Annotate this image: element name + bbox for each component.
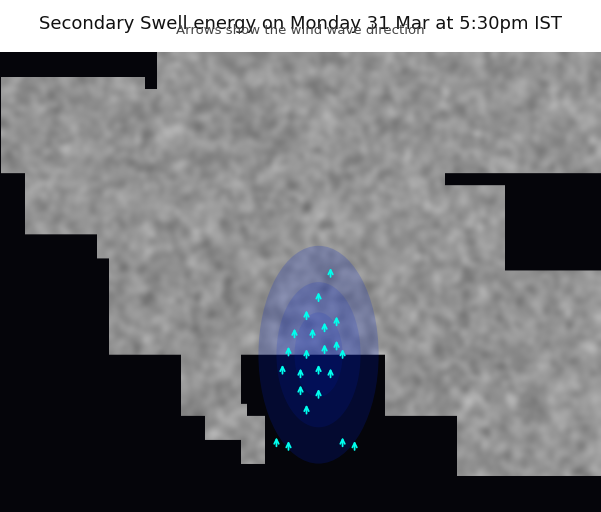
Ellipse shape [258,246,379,463]
Text: Arrows show the wind wave direction: Arrows show the wind wave direction [176,24,425,36]
Text: Secondary Swell energy on Monday 31 Mar at 5:30pm IST: Secondary Swell energy on Monday 31 Mar … [39,15,562,33]
Ellipse shape [294,312,343,397]
Ellipse shape [276,282,361,428]
